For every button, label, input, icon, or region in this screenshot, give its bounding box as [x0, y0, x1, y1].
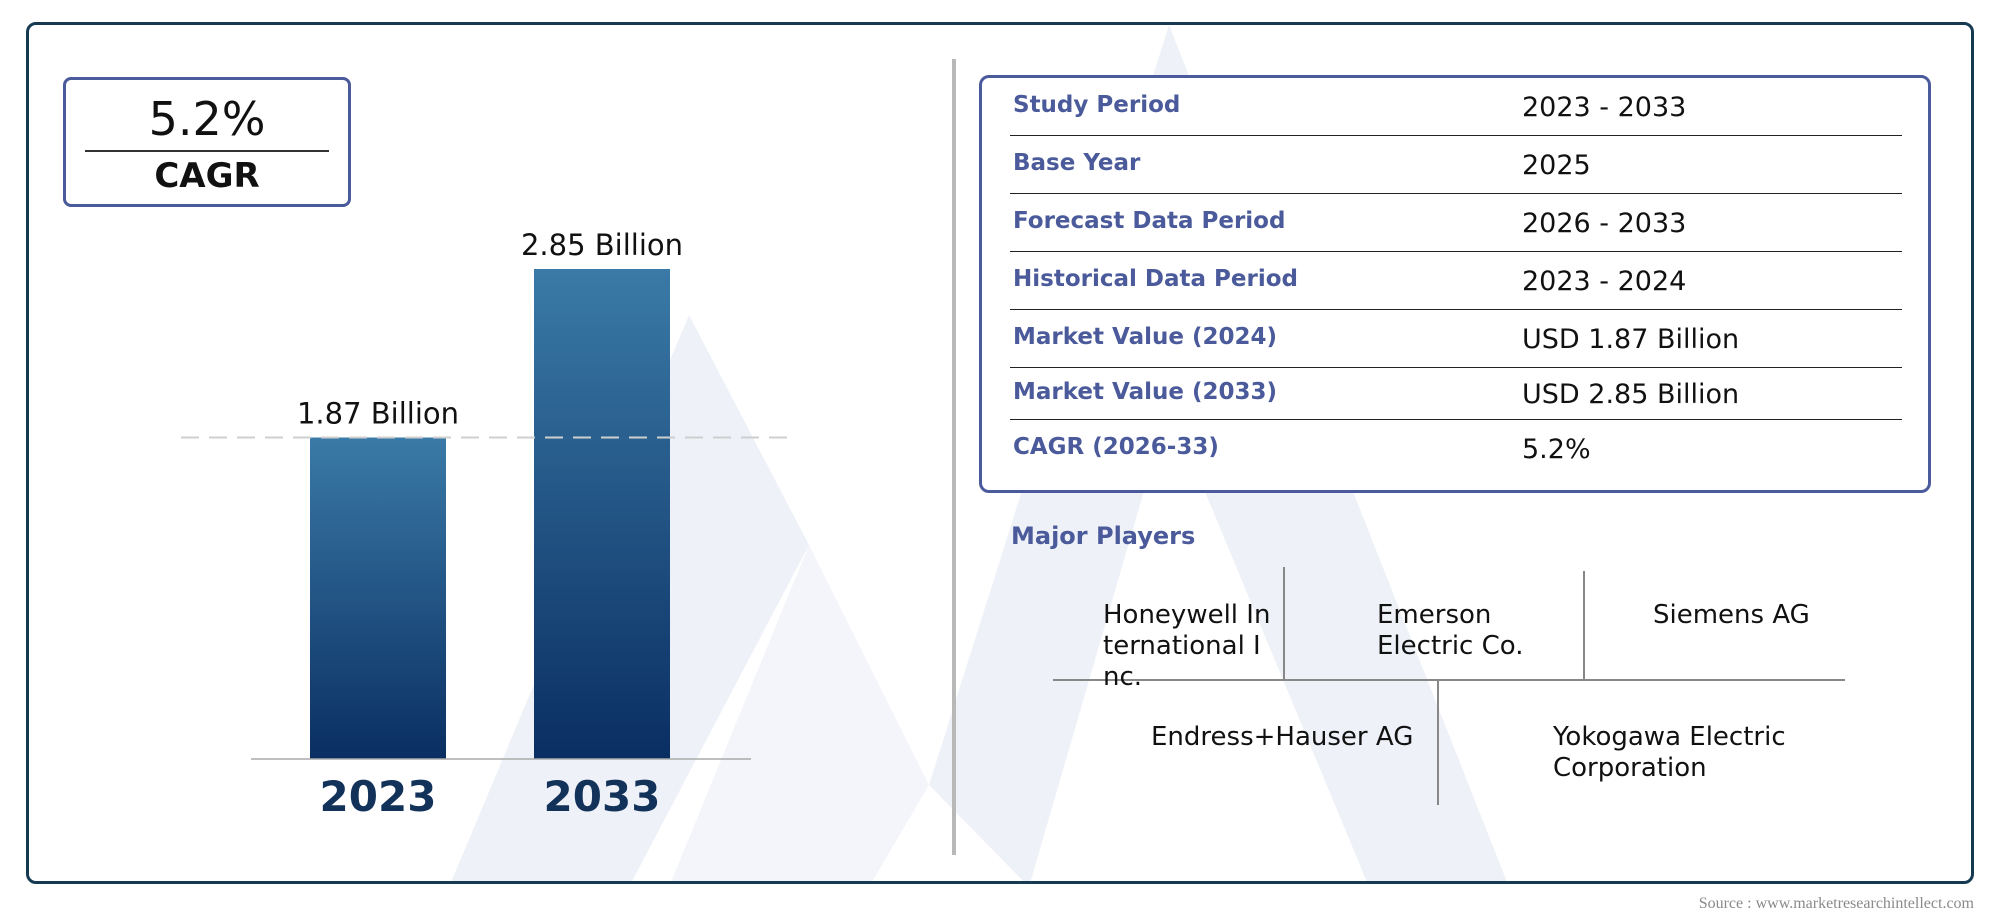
bar-value-label: 2.85 Billion: [521, 228, 683, 262]
player-name: Emerson Electric Co.: [1377, 600, 1524, 661]
cagr-card: 5.2% CAGR: [63, 77, 351, 207]
infographic-frame: 5.2% CAGR 1.87 Billion 2023 2.85 Billion 20…: [26, 22, 1974, 884]
study-row-label: Forecast Data Period: [1013, 208, 1286, 234]
study-row: Historical Data Period 2023 - 2024: [1010, 252, 1902, 310]
study-row-label: Market Value (2024): [1013, 324, 1277, 350]
players-grid-line: [1283, 567, 1285, 679]
study-row-label: Study Period: [1013, 92, 1181, 118]
player-name: Yokogawa Electric Corporation: [1553, 722, 1786, 783]
players-grid-line: [1437, 681, 1439, 805]
study-row-value: 2026 - 2033: [1522, 208, 1687, 239]
bar-2033: [534, 269, 670, 759]
vertical-divider: [952, 59, 956, 855]
study-row: Forecast Data Period 2026 - 2033: [1010, 194, 1902, 252]
cagr-label: CAGR: [154, 156, 260, 196]
study-row-value: 5.2%: [1522, 434, 1591, 465]
study-row: Base Year 2025: [1010, 136, 1902, 194]
study-row-value: USD 1.87 Billion: [1522, 324, 1740, 355]
study-row-label: CAGR (2026-33): [1013, 434, 1219, 460]
study-row: Market Value (2033) USD 2.85 Billion: [1010, 368, 1902, 420]
player-name: Siemens AG: [1653, 600, 1810, 630]
cagr-divider: [85, 150, 329, 152]
study-row: Study Period 2023 - 2033: [1010, 78, 1902, 136]
study-row-value: 2025: [1522, 150, 1591, 181]
bar-chart: 1.87 Billion 2023 2.85 Billion 2033: [181, 228, 797, 821]
major-players-title: Major Players: [1011, 522, 1196, 550]
bar-value-label: 1.87 Billion: [297, 396, 459, 430]
study-row-label: Base Year: [1013, 150, 1141, 176]
players-grid-line: [1053, 679, 1845, 681]
cagr-value: 5.2%: [148, 92, 266, 146]
study-row-value: USD 2.85 Billion: [1522, 379, 1740, 410]
study-row-label: Historical Data Period: [1013, 266, 1298, 292]
study-row-value: 2023 - 2033: [1522, 92, 1687, 123]
study-row: CAGR (2026-33) 5.2%: [1010, 420, 1902, 478]
study-row-label: Market Value (2033): [1013, 379, 1277, 405]
bar-2023: [310, 437, 446, 759]
category-label: 2023: [320, 772, 437, 821]
players-grid-line: [1583, 571, 1585, 679]
source-attribution: Source : www.marketresearchintellect.com: [1698, 895, 1974, 912]
category-label: 2033: [544, 772, 661, 821]
study-row: Market Value (2024) USD 1.87 Billion: [1010, 310, 1902, 368]
study-row-value: 2023 - 2024: [1522, 266, 1687, 297]
player-name: Endress+Hauser AG: [1151, 722, 1414, 752]
study-details-card: Study Period 2023 - 2033 Base Year 2025 …: [979, 75, 1931, 493]
player-name: Honeywell International Inc.: [1103, 600, 1271, 692]
